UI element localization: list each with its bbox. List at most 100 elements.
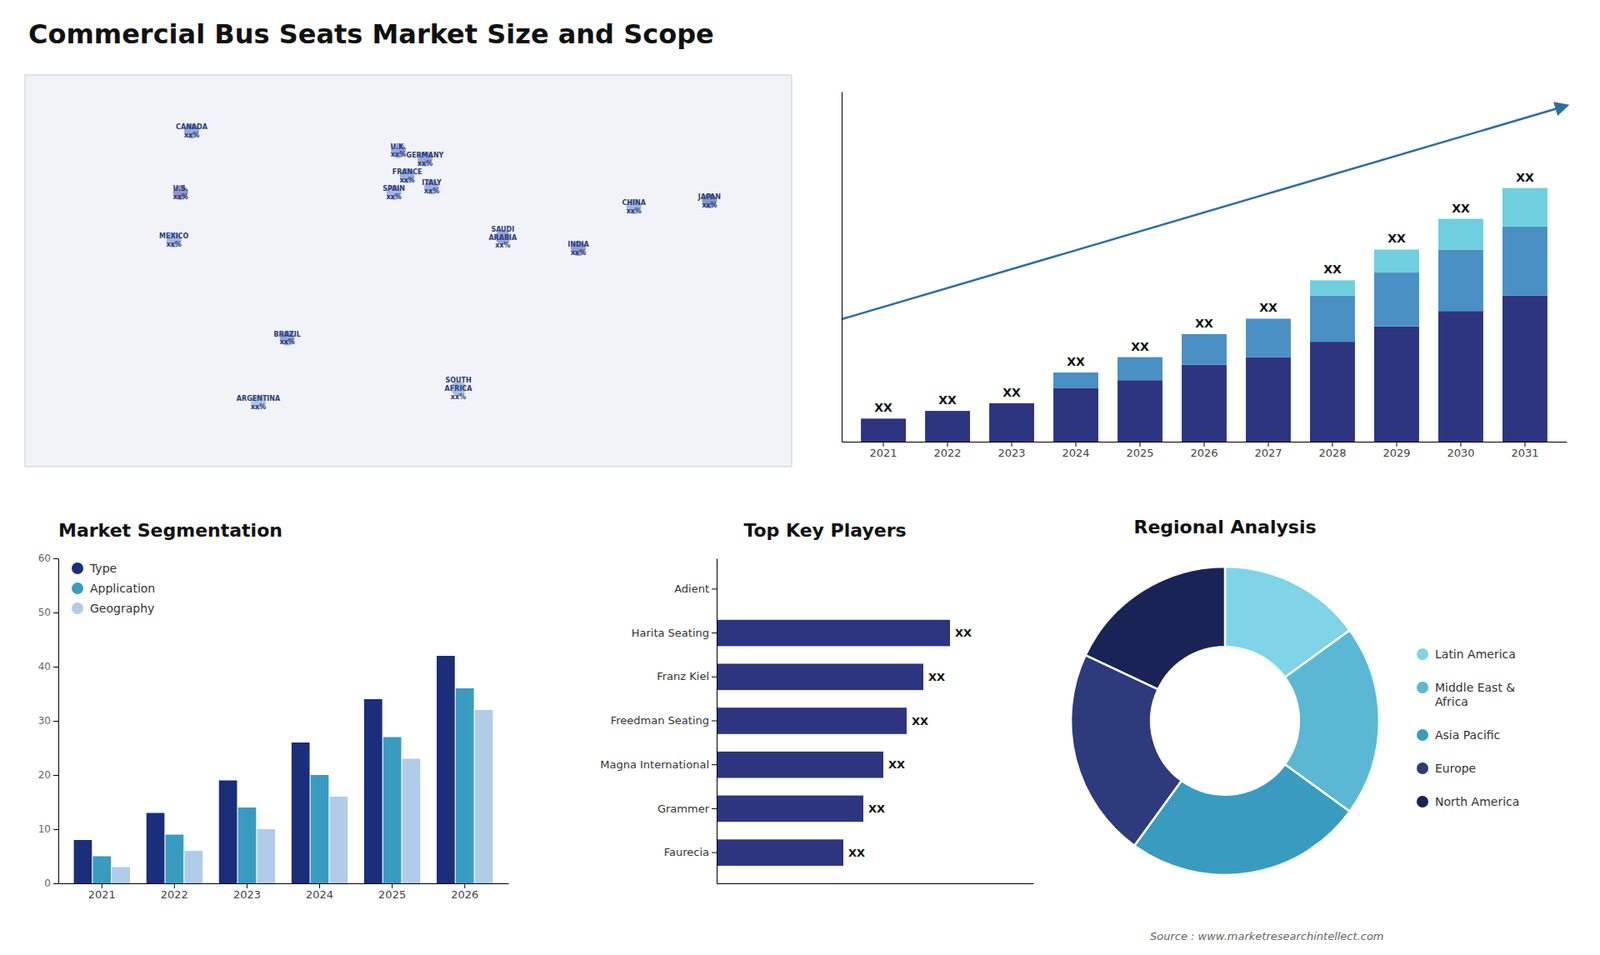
tick-label: 2024 xyxy=(305,888,334,901)
tick-mark xyxy=(1524,441,1525,447)
legend-item: Europe xyxy=(1416,761,1476,775)
legend-item: Middle East &Africa xyxy=(1416,680,1515,709)
bar xyxy=(455,688,475,884)
point-label-line: GERMANY xyxy=(406,150,445,159)
point-label-line: CANADA xyxy=(175,123,209,131)
tick: Freedman Seating xyxy=(610,714,717,727)
bar xyxy=(1245,357,1291,442)
bar xyxy=(1117,380,1163,442)
tick: Faurecia xyxy=(664,845,717,859)
point-label-line: xx% xyxy=(385,192,401,200)
point-label-line: JAPAN xyxy=(697,193,721,201)
point-label-line: xx% xyxy=(250,402,266,410)
point-label: FRANCExx% xyxy=(392,168,423,185)
y-axis: 0102030405060 xyxy=(38,552,60,890)
axis-line xyxy=(59,883,510,885)
tick-mark xyxy=(1075,441,1077,447)
tick-label: Grammer xyxy=(657,802,710,815)
tick-label: 2022 xyxy=(160,888,189,901)
bar xyxy=(165,835,185,885)
legend-label: Latin America xyxy=(1435,647,1516,661)
bar xyxy=(1117,356,1163,358)
x-axis xyxy=(717,883,1035,885)
tick-mark xyxy=(711,852,717,854)
axis-line xyxy=(716,559,718,885)
point-label-line: INDIA xyxy=(567,240,590,249)
legend-item: Application xyxy=(71,581,155,595)
bar xyxy=(74,840,93,884)
bar xyxy=(1053,372,1099,388)
marks xyxy=(74,655,494,884)
legend-swatch xyxy=(1416,795,1429,808)
tick-label: 2029 xyxy=(1382,446,1410,460)
axis-line xyxy=(841,92,843,443)
annotations: XXXXXXXXXXXXXXXXXXXXXX xyxy=(874,170,1535,415)
marks xyxy=(1070,566,1380,875)
point-label: INDIAxx% xyxy=(567,240,590,257)
tick-mark xyxy=(53,666,59,668)
point-label-line: xx% xyxy=(165,240,181,248)
axis-line xyxy=(58,559,60,885)
tick-mark xyxy=(711,676,717,678)
bar xyxy=(330,796,349,884)
bar xyxy=(1310,295,1355,342)
annotation: XX xyxy=(1515,170,1535,185)
tick-mark xyxy=(711,632,717,634)
source-note: Source : www.marketresearchintellect.com xyxy=(1150,930,1385,943)
point-label-line: SAUDI xyxy=(490,225,515,234)
tick-mark xyxy=(53,829,59,830)
point-label: BRAZILxx% xyxy=(274,330,301,346)
point-label: U.K.xx% xyxy=(390,142,407,159)
bar xyxy=(184,850,203,884)
tick-mark xyxy=(1011,441,1013,447)
legend-swatch xyxy=(71,562,84,575)
legend-label-line: Latin America xyxy=(1435,647,1516,661)
point-labels: CANADAxx%U.S.xx%MEXICOxx%BRAZILxx%ARGENT… xyxy=(159,123,721,410)
tick: 2021 xyxy=(869,441,897,460)
point-label-line: xx% xyxy=(417,159,433,167)
point-label-line: xx% xyxy=(701,200,717,209)
tick-label: Harita Seating xyxy=(631,626,710,640)
tick-mark xyxy=(53,720,59,722)
tick-mark xyxy=(174,883,175,889)
point-label-line: U.S. xyxy=(172,185,188,193)
tick-mark xyxy=(711,720,717,722)
legend-label: North America xyxy=(1435,795,1520,809)
legend-item: Type xyxy=(71,561,117,575)
tick-mark xyxy=(1204,441,1205,447)
tick-mark xyxy=(883,441,885,447)
point-label: U.S.xx% xyxy=(172,185,188,201)
bar xyxy=(291,742,310,884)
tick-mark xyxy=(1395,441,1397,447)
tick: 2026 xyxy=(1190,441,1218,460)
data-label: XX xyxy=(928,670,945,684)
tick-label: 30 xyxy=(38,715,51,727)
marks xyxy=(716,620,950,866)
tick-label: 2031 xyxy=(1510,446,1539,460)
bar xyxy=(860,418,906,420)
tick: 2029 xyxy=(1382,441,1410,460)
bar xyxy=(860,418,906,420)
tick-label: Freedman Seating xyxy=(610,714,710,727)
slice xyxy=(1070,655,1182,845)
legend-swatch xyxy=(71,602,84,615)
bar xyxy=(860,418,906,442)
point xyxy=(390,143,406,159)
tick-label: 0 xyxy=(44,877,51,890)
data-label: XX xyxy=(888,758,905,771)
point-label-line: xx% xyxy=(279,338,295,346)
chart-svg: Commercial Bus Seats Market Size and Sco… xyxy=(0,0,1600,955)
bar xyxy=(1374,326,1420,442)
tick: 20 xyxy=(38,769,59,781)
tick: Grammer xyxy=(657,802,717,815)
chart-title: Regional Analysis xyxy=(1133,516,1316,538)
tick-mark xyxy=(246,883,248,889)
point-label-line: xx% xyxy=(495,241,510,250)
y-axis: AdientHarita SeatingFranz KielFreedman S… xyxy=(600,559,717,885)
tick-label: 2021 xyxy=(869,446,897,460)
tick: 50 xyxy=(38,606,59,619)
legend-item: North America xyxy=(1416,795,1520,809)
point-label-line: xx% xyxy=(570,248,586,256)
tick: 2023 xyxy=(997,441,1025,460)
annotation: XX xyxy=(938,393,957,407)
